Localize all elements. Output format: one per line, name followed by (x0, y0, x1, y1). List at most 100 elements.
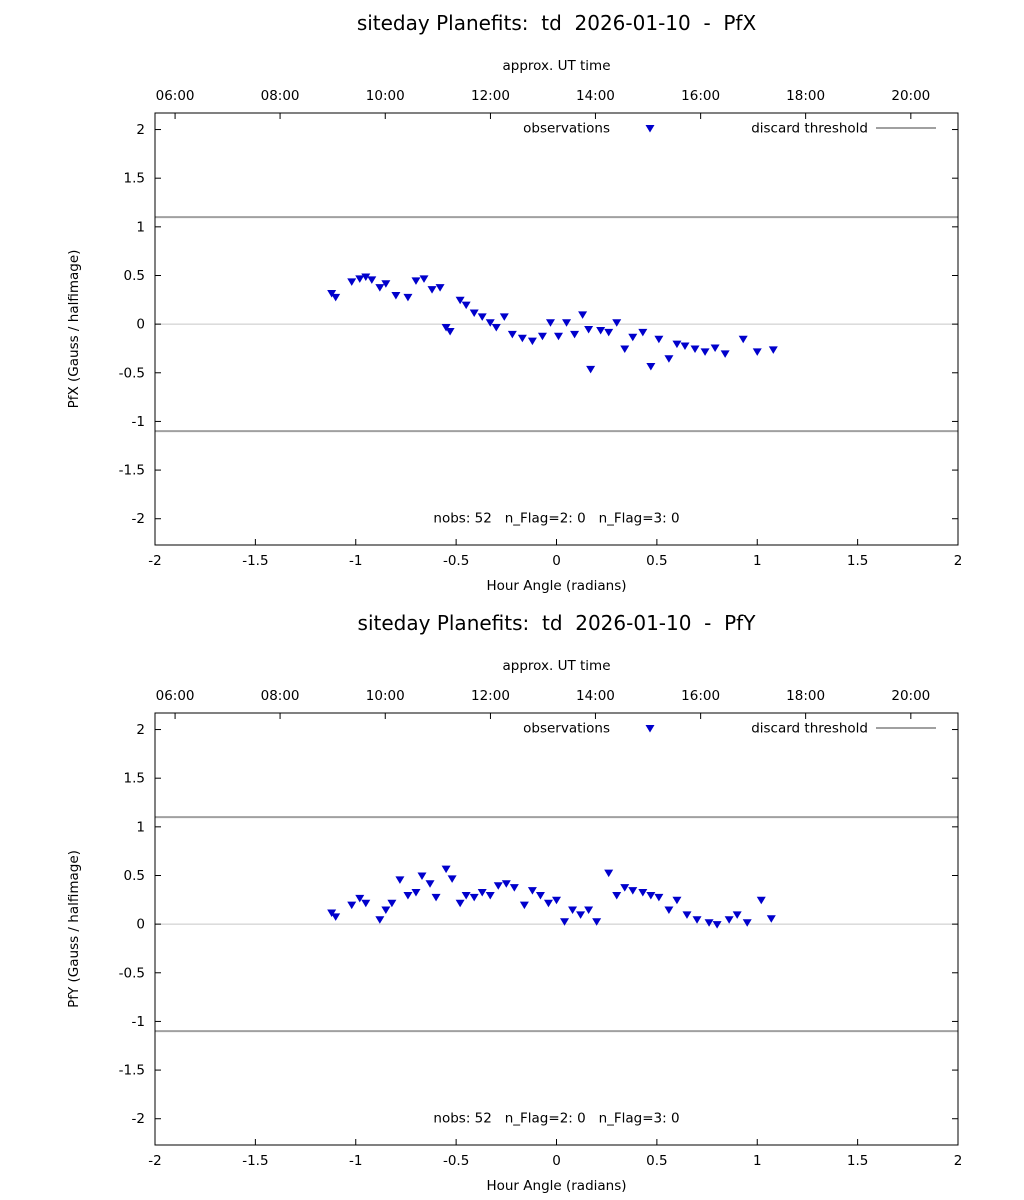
data-point-marker (596, 326, 606, 335)
top-axis-label: approx. UT time (503, 658, 611, 674)
data-point-marker (537, 332, 547, 341)
y-tick-label: -2 (132, 1111, 145, 1127)
data-point-marker (756, 896, 766, 905)
chart-title: siteday Planefits: td 2026-01-10 - PfY (358, 611, 757, 635)
y-tick-label: -2 (132, 511, 145, 527)
data-point-marker (584, 906, 594, 915)
data-point-marker (469, 309, 479, 317)
data-point-marker (592, 918, 602, 926)
x-tick-label: 1 (753, 553, 762, 569)
data-point-marker (654, 335, 664, 344)
data-point-marker (568, 906, 578, 915)
data-point-marker (612, 891, 622, 900)
data-point-marker (441, 865, 451, 874)
data-point-marker (441, 324, 451, 332)
data-point-marker (477, 889, 487, 897)
time-tick-label: 10:00 (366, 688, 405, 704)
data-point-marker (367, 276, 377, 284)
time-tick-label: 12:00 (471, 88, 510, 104)
data-point-marker (527, 337, 537, 346)
data-point-marker (327, 909, 337, 917)
data-point-marker (552, 896, 561, 905)
time-tick-label: 08:00 (261, 88, 300, 104)
y-tick-label: 2 (136, 722, 145, 738)
data-point-marker (469, 893, 479, 902)
data-point-marker (517, 334, 527, 343)
data-point-marker (381, 280, 391, 288)
data-point-marker (645, 725, 655, 733)
data-point-marker (704, 919, 714, 927)
data-point-marker (732, 911, 742, 919)
data-point-marker (638, 889, 648, 897)
data-point-marker (375, 284, 385, 292)
data-point-marker (461, 891, 471, 900)
data-point-marker (664, 355, 674, 363)
data-point-marker (664, 906, 674, 915)
data-point-marker (680, 342, 690, 351)
data-point-marker (645, 125, 655, 133)
data-point-marker (712, 921, 722, 929)
data-point-marker (692, 916, 702, 924)
data-point-marker (493, 882, 503, 890)
data-point-marker (578, 311, 588, 319)
time-tick-label: 18:00 (786, 688, 825, 704)
y-tick-label: 0 (136, 317, 145, 333)
data-point-marker (768, 346, 778, 354)
data-point-marker (682, 911, 692, 919)
time-tick-label: 18:00 (786, 88, 825, 104)
data-point-marker (425, 880, 435, 888)
data-point-marker (491, 324, 501, 332)
chart-title: siteday Planefits: td 2026-01-10 - PfX (357, 11, 757, 35)
y-tick-label: 0.5 (124, 868, 145, 884)
data-point-marker (543, 899, 553, 908)
time-tick-label: 16:00 (681, 688, 720, 704)
x-axis-label: Hour Angle (radians) (486, 1178, 626, 1194)
x-tick-label: 1 (753, 1153, 762, 1169)
x-tick-label: -2 (148, 1153, 161, 1169)
data-point-marker (507, 330, 517, 339)
data-point-marker (612, 319, 622, 327)
data-point-marker (499, 313, 509, 321)
time-tick-label: 14:00 (576, 88, 615, 104)
data-point-marker (628, 333, 638, 342)
data-point-marker (584, 326, 594, 334)
data-point-marker (672, 896, 682, 905)
data-point-marker (766, 915, 776, 923)
data-point-marker (403, 293, 413, 302)
time-tick-label: 14:00 (576, 688, 615, 704)
x-tick-label: -0.5 (443, 1153, 469, 1169)
data-point-marker (445, 327, 455, 336)
plot-border (154, 712, 959, 1146)
data-point-marker (411, 277, 421, 285)
time-tick-label: 08:00 (261, 688, 300, 704)
x-tick-label: -1 (349, 553, 362, 569)
data-point-marker (355, 894, 365, 903)
x-tick-label: -1.5 (242, 553, 268, 569)
x-tick-label: 0.5 (646, 553, 667, 569)
y-tick-label: -0.5 (119, 365, 145, 381)
x-tick-label: -1.5 (242, 1153, 268, 1169)
data-point-marker (327, 290, 337, 298)
data-point-marker (586, 365, 596, 374)
data-point-marker (419, 275, 429, 283)
data-point-marker (381, 906, 391, 915)
data-point-marker (403, 891, 413, 900)
data-point-marker (375, 916, 385, 924)
data-point-marker (347, 278, 357, 286)
data-point-marker (427, 286, 437, 294)
y-axis-label: PfY (Gauss / halfimage) (66, 850, 82, 1008)
data-point-marker (654, 893, 664, 902)
x-tick-label: 0 (552, 1153, 561, 1169)
x-tick-label: 2 (954, 553, 963, 569)
data-point-marker (361, 273, 371, 281)
data-point-marker (395, 876, 405, 884)
time-tick-label: 20:00 (891, 688, 930, 704)
data-point-marker (509, 884, 519, 892)
x-axis-label: Hour Angle (radians) (486, 578, 626, 594)
data-point-marker (752, 348, 762, 356)
pfy-plot-svg: -2 -1.5 -1 -0.5 0 0.5 1 1.5 2 2 1.5 1 0.5 0 -0.5 -1 -1.5… (66, 611, 962, 1194)
legend-label-discard-threshold: discard threshold (751, 721, 868, 737)
data-point-marker (562, 319, 572, 327)
time-tick-label: 06:00 (156, 88, 195, 104)
